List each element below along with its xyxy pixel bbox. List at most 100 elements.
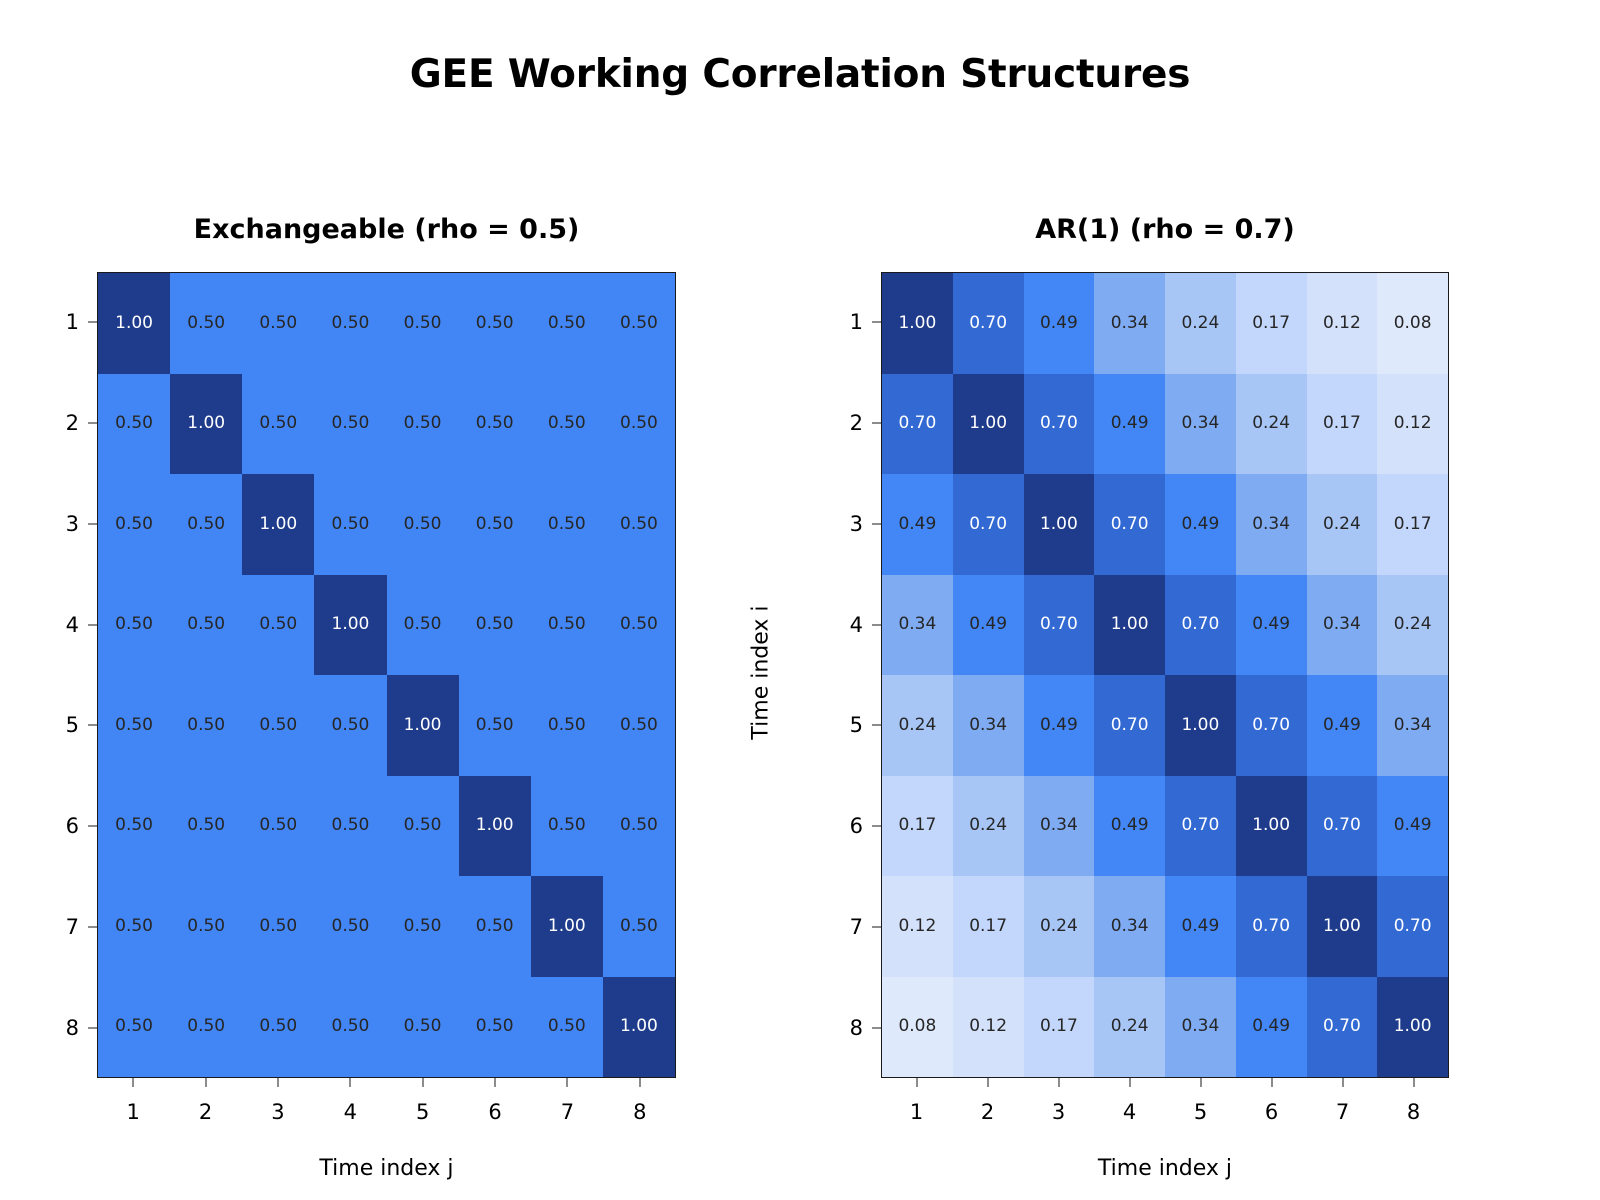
ytick-label: 2 <box>65 411 79 436</box>
heatmap-cell: 1.00 <box>170 373 243 474</box>
heatmap-cell: 0.50 <box>314 273 387 374</box>
xtick-label: 4 <box>1122 1100 1137 1124</box>
ytick-mark <box>88 523 97 525</box>
xtick-label: 6 <box>488 1100 502 1124</box>
heatmap-cell: 0.34 <box>1165 373 1236 474</box>
heatmap-cell: 0.70 <box>1306 775 1378 876</box>
heatmap-cell: 0.70 <box>952 474 1024 575</box>
heatmap-cell: 1.00 <box>1235 775 1307 876</box>
heatmap-cell: 0.12 <box>882 876 953 977</box>
heatmap-cell: 0.24 <box>952 775 1024 876</box>
xtick-label: 3 <box>1051 1100 1066 1124</box>
yaxis-title-ar1: Time index i <box>748 605 774 740</box>
xaxis-title-exchangeable: Time index j <box>319 1156 454 1181</box>
heatmap-cell: 0.50 <box>170 574 243 675</box>
heatmap-cell: 0.50 <box>314 876 387 977</box>
heatmap-cell: 0.50 <box>602 675 675 776</box>
heatmap-cell: 1.00 <box>1094 574 1165 675</box>
heatmap-cell: 0.24 <box>882 675 953 776</box>
heatmap-cell: 0.49 <box>1165 474 1236 575</box>
heatmap-cell: 0.50 <box>170 474 243 575</box>
heatmap-cell: 0.70 <box>1235 876 1307 977</box>
heatmap-cell: 0.49 <box>1235 976 1307 1077</box>
ytick-mark <box>872 1027 881 1029</box>
xtick-mark <box>494 1078 496 1087</box>
heatmap-cell: 0.49 <box>1377 775 1448 876</box>
heatmap-cell: 0.50 <box>98 474 171 575</box>
heatmap-cell: 0.50 <box>602 373 675 474</box>
heatmap-exchangeable[interactable]: 1.00 0.50 0.50 0.50 0.50 0.50 0.50 0.50 0.50 1.00… <box>97 272 676 1078</box>
heatmap-cell: 0.12 <box>952 976 1024 1077</box>
ytick-label: 3 <box>849 511 863 536</box>
ytick-mark <box>872 624 881 626</box>
heatmap-cell: 0.49 <box>882 474 953 575</box>
heatmap-cell: 0.50 <box>530 373 603 474</box>
xtick-label: 5 <box>416 1100 430 1124</box>
heatmap-cell: 0.24 <box>1094 976 1165 1077</box>
heatmap-cell: 0.49 <box>1094 775 1165 876</box>
ytick-label: 5 <box>849 713 863 738</box>
ytick-mark <box>88 422 97 424</box>
heatmap-cell: 0.24 <box>1165 273 1236 374</box>
heatmap-cell: 0.50 <box>242 675 315 776</box>
xtick-label: 2 <box>980 1100 995 1124</box>
heatmap-cell: 0.50 <box>242 574 315 675</box>
heatmap-cell: 1.00 <box>1377 976 1448 1077</box>
xtick-label: 3 <box>271 1100 285 1124</box>
heatmap-cell: 0.70 <box>1165 574 1236 675</box>
xtick-mark <box>1342 1078 1343 1087</box>
ytick-mark <box>88 624 97 626</box>
heatmap-cell: 0.70 <box>1094 474 1165 575</box>
ytick-mark <box>88 926 97 928</box>
heatmap-cell: 0.17 <box>1023 976 1095 1077</box>
panel-title-ar1: AR(1) (rho = 0.7) <box>1035 214 1295 245</box>
heatmap-cell: 1.00 <box>314 574 387 675</box>
ytick-label: 4 <box>849 612 863 637</box>
heatmap-cell: 0.50 <box>458 273 531 374</box>
heatmap-cell: 0.50 <box>458 976 531 1077</box>
heatmap-cell: 1.00 <box>602 976 675 1077</box>
heatmap-cell: 0.50 <box>386 373 459 474</box>
heatmap-cell: 0.49 <box>1165 876 1236 977</box>
heatmap-cell: 0.50 <box>170 675 243 776</box>
heatmap-cell: 0.70 <box>1023 373 1095 474</box>
xtick-mark <box>1271 1078 1272 1087</box>
xtick-mark <box>1413 1078 1414 1087</box>
xtick-mark <box>639 1078 641 1087</box>
ytick-label: 1 <box>849 310 863 335</box>
heatmap-cell: 0.70 <box>1023 574 1095 675</box>
heatmap-cell: 0.34 <box>1165 976 1236 1077</box>
heatmap-cell: 0.49 <box>1235 574 1307 675</box>
heatmap-cell: 0.50 <box>170 273 243 374</box>
heatmap-cell: 0.17 <box>1235 273 1307 374</box>
ytick-label: 1 <box>65 310 79 335</box>
xtick-mark <box>1058 1078 1059 1087</box>
ytick-mark <box>88 321 97 323</box>
ytick-label: 4 <box>65 612 79 637</box>
ytick-mark <box>872 724 881 726</box>
xtick-mark <box>422 1078 424 1087</box>
ytick-label: 2 <box>849 411 863 436</box>
heatmap-cell: 0.50 <box>242 876 315 977</box>
heatmap-cell: 0.50 <box>458 373 531 474</box>
heatmap-ar1[interactable]: 1.00 0.70 0.49 0.34 0.24 0.17 0.12 0.08 0.70 1.00… <box>881 272 1449 1078</box>
heatmap-cell: 0.50 <box>314 474 387 575</box>
heatmap-cell: 0.17 <box>1306 373 1378 474</box>
heatmap-cell: 0.34 <box>1094 273 1165 374</box>
heatmap-cell: 0.50 <box>242 273 315 374</box>
heatmap-cell: 0.50 <box>602 474 675 575</box>
heatmap-cell: 0.49 <box>1094 373 1165 474</box>
heatmap-cell: 0.50 <box>602 775 675 876</box>
heatmap-cell: 0.50 <box>458 474 531 575</box>
ytick-label: 8 <box>65 1015 79 1040</box>
heatmap-cell: 1.00 <box>386 675 459 776</box>
ytick-mark <box>872 825 881 827</box>
heatmap-cell: 0.50 <box>98 373 171 474</box>
heatmap-cell: 0.50 <box>98 775 171 876</box>
heatmap-cell: 0.17 <box>882 775 953 876</box>
heatmap-cell: 0.50 <box>530 273 603 374</box>
ytick-label: 7 <box>849 914 863 939</box>
ytick-label: 6 <box>849 814 863 839</box>
heatmap-cell: 0.50 <box>314 775 387 876</box>
